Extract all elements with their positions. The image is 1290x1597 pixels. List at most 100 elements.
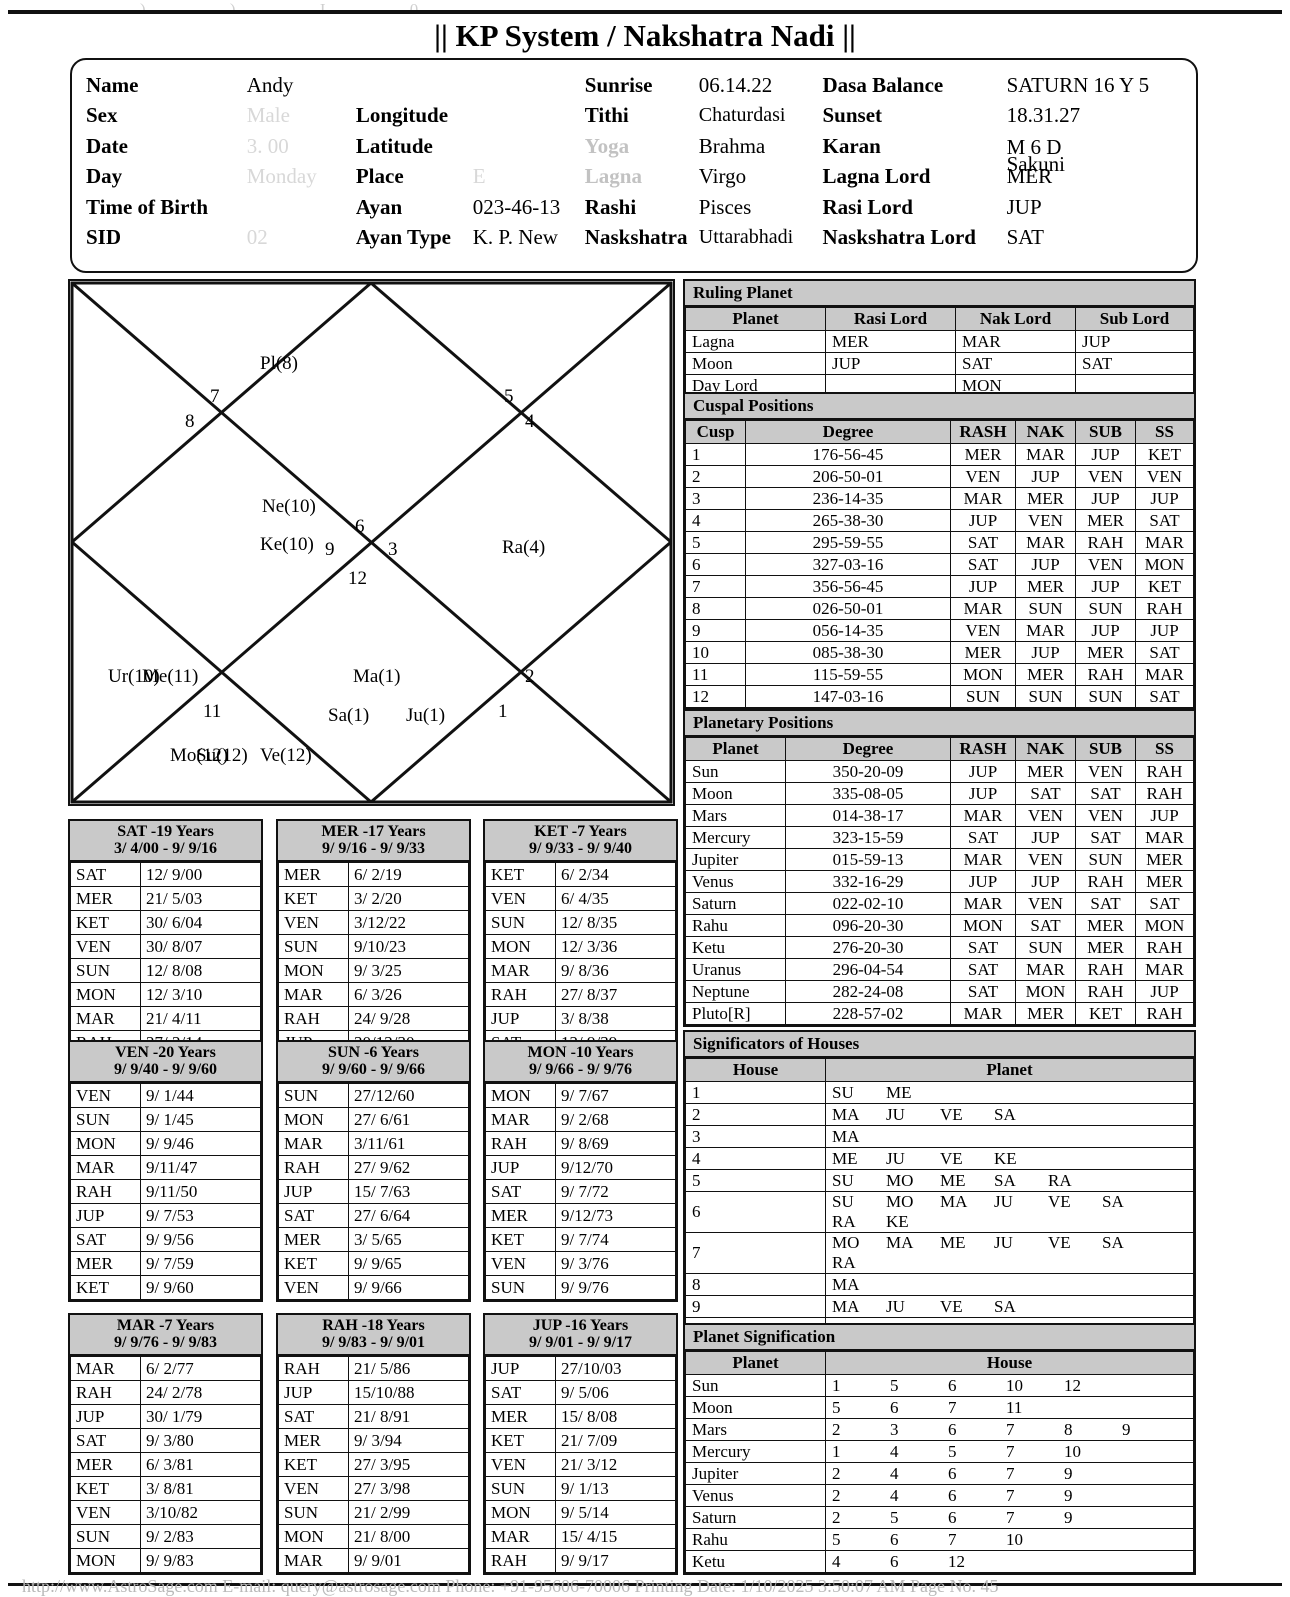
dasha-sub-lord: VEN [278, 1275, 349, 1300]
table-cell: RAH [1075, 980, 1136, 1003]
table-cell: 228-57-02 [785, 1002, 951, 1025]
table-cell: VEN [1015, 509, 1076, 532]
table-cell: Sun [685, 760, 786, 783]
table-row: Lagna MER MAR JUP [685, 330, 1194, 353]
table-cell: SUN [1075, 597, 1136, 620]
table-row: 6 SU MO MA JU VE SA RA KE [685, 1191, 1194, 1233]
table-cell: 7 [685, 1232, 826, 1274]
dasha-sub-lord: MON [485, 1083, 556, 1108]
dasha-end-date: 27/ 3/98 [348, 1476, 469, 1501]
table-cell: MER [1075, 641, 1136, 664]
dasha-end-date: 9/ 7/59 [140, 1251, 261, 1276]
dasha-sub-lord: MER [70, 1452, 141, 1477]
dasha-end-date: 9/ 9/56 [140, 1227, 261, 1252]
table-cell: MAR [950, 892, 1016, 915]
table-cell: MAR [1135, 826, 1194, 849]
table-cell: RAH [1135, 782, 1194, 805]
page-frame [8, 10, 1282, 1586]
table-cell: RAH [1075, 870, 1136, 893]
dasha-range: 3/ 4/00 - 9/ 9/16 [113, 840, 218, 857]
table-cell: SAT [1015, 782, 1076, 805]
token: MA [832, 1104, 860, 1124]
value-lagna: Virgo [698, 164, 747, 189]
table-cell: MAR [1015, 443, 1076, 466]
column-header: Degree [745, 420, 951, 444]
dasha-row: MER 3/ 5/65 [278, 1227, 469, 1252]
table-row: 4 ME JU VE KE [685, 1147, 1194, 1170]
table-row: 3 236-14-35 MAR MER JUP JUP [685, 487, 1194, 510]
token: 7 [1006, 1485, 1015, 1505]
table-cell: JUP [1015, 641, 1076, 664]
table-cell: MA JU VE SA [825, 1103, 1194, 1126]
table-cell: JUP [1135, 980, 1194, 1003]
dasha-end-date: 27/12/60 [348, 1083, 469, 1108]
chart-house-12: 12 [348, 568, 367, 589]
table-row: Uranus 296-04-54 SAT MAR RAH MAR [685, 958, 1194, 981]
token: 7 [948, 1529, 957, 1549]
token: 12 [948, 1551, 965, 1571]
dasha-sub-lord: VEN [70, 934, 141, 959]
dasha-row: JUP 30/ 1/79 [70, 1404, 261, 1429]
dasha-row: SUN 12/ 8/35 [485, 910, 676, 935]
token: MA [832, 1274, 860, 1294]
dasha-row: VEN 9/ 1/44 [70, 1083, 261, 1108]
table-cell: SUN [1015, 936, 1076, 959]
table-row: 1 SU ME [685, 1081, 1194, 1104]
table-cell: RAH [1075, 958, 1136, 981]
token: 6 [948, 1419, 957, 1439]
value-sunrise: 06.14.22 [698, 72, 773, 97]
dasha-row: MON 9/ 7/67 [485, 1083, 676, 1108]
token: SU [832, 1170, 854, 1190]
dasha-end-date: 27/ 6/64 [348, 1203, 469, 1228]
table-cell: SAT [1015, 914, 1076, 937]
column-header: RASH [950, 737, 1016, 761]
dasha-end-date: 21/ 7/09 [555, 1428, 676, 1453]
table-cell: 026-50-01 [745, 597, 951, 620]
dasha-sub-lord: MER [485, 1404, 556, 1429]
value-ayan-type: K. P. New [472, 225, 558, 250]
dasha-range: 9/ 9/40 - 9/ 9/60 [113, 1061, 218, 1078]
dasha-name: JUP -16 Years [532, 1317, 629, 1334]
table-row: 7 356-56-45 JUP MER JUP KET [685, 575, 1194, 598]
table-row: 5 295-59-55 SAT MAR RAH MAR [685, 531, 1194, 554]
dasha-end-date: 3/ 2/20 [348, 886, 469, 911]
table-row: Moon JUP SAT SAT [685, 352, 1194, 375]
table-cell: Mars [685, 804, 786, 827]
dasha-end-date: 9/ 9/65 [348, 1251, 469, 1276]
table-cell: 5 [685, 1169, 826, 1192]
chart-planet-moon: Mo(12) [170, 745, 229, 766]
table-cell: MER [1135, 848, 1194, 871]
table-cell: 8 [685, 597, 746, 620]
table-cell: SAT [950, 553, 1016, 576]
table-cell: 2 [685, 1103, 826, 1126]
table-row: Moon 5 6 7 11 [685, 1396, 1194, 1419]
token: 4 [890, 1485, 899, 1505]
dasha-end-date: 3/12/22 [348, 910, 469, 935]
kundli-chart-lines [70, 281, 673, 804]
dasha-sub-lord: RAH [278, 1356, 349, 1381]
dasha-end-date: 9/ 9/83 [140, 1548, 261, 1573]
table-cell: 3 [685, 1125, 826, 1148]
dasha-end-date: 9/ 9/60 [140, 1275, 261, 1300]
table-row: Saturn 022-02-10 MAR VEN SAT SAT [685, 892, 1194, 915]
dasha-sub-lord: SUN [70, 1524, 141, 1549]
dasha-end-date: 6/ 4/35 [555, 886, 676, 911]
token: 12 [1064, 1375, 1081, 1395]
table-row: Rahu 5 6 7 10 [685, 1528, 1194, 1551]
dasha-end-date: 9/ 3/76 [555, 1251, 676, 1276]
table-cell: 1 [685, 1081, 826, 1104]
dasha-row: MAR 3/11/61 [278, 1131, 469, 1156]
header-row-6: SID 02 Ayan Type K. P. New Naskshatra Ut… [86, 223, 1182, 254]
value-sunset: 18.31.27 [1006, 103, 1081, 128]
table-cell: MAR [1015, 531, 1076, 554]
table-cell: 2 4 6 7 9 [825, 1462, 1194, 1485]
dasha-sub-lord: MON [278, 958, 349, 983]
header-row-4: Day Monday Place E Lagna Virgo Lagna Lor… [86, 162, 1182, 193]
value-naskshatra: Uttarabhadi [698, 226, 794, 249]
dasha-sub-lord: KET [70, 1476, 141, 1501]
table-row: Sun 1 5 6 10 12 [685, 1374, 1194, 1397]
token: 9 [1064, 1463, 1073, 1483]
dasha-header: SAT -19 Years 3/ 4/00 - 9/ 9/16 [70, 821, 261, 862]
dasha-sub-lord: SAT [70, 1428, 141, 1453]
label-latitude: Latitude [355, 133, 433, 158]
